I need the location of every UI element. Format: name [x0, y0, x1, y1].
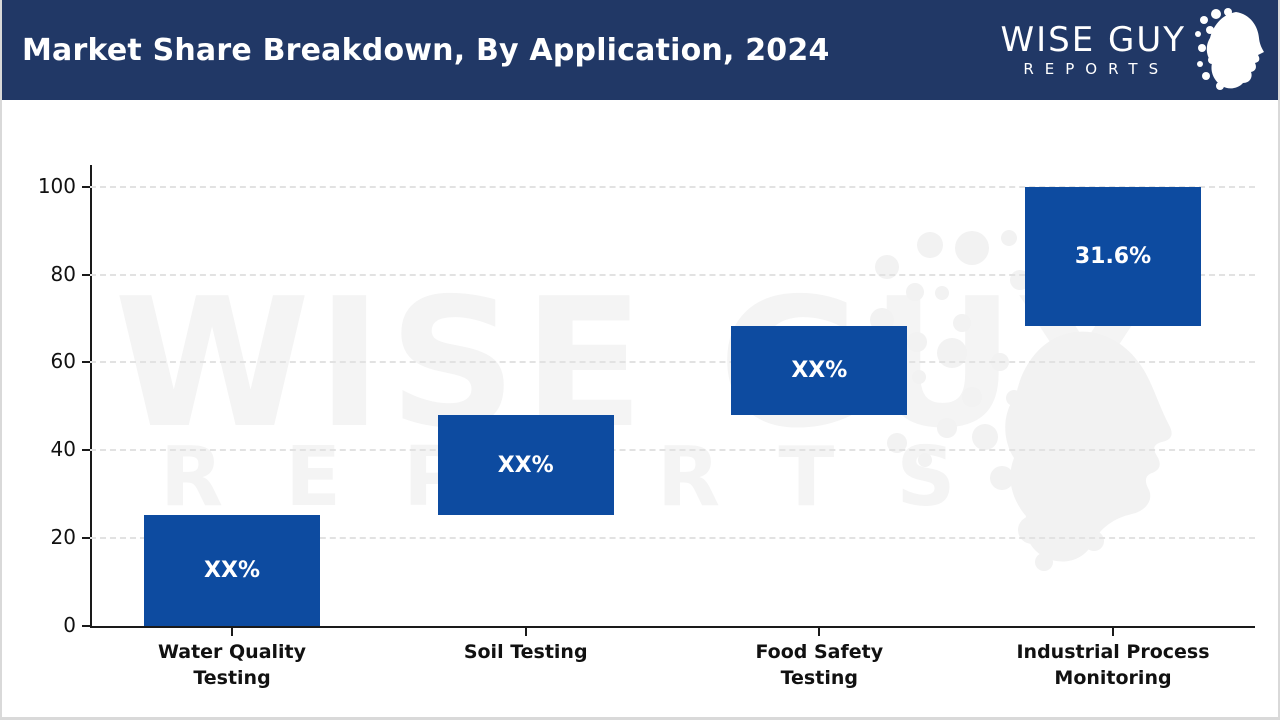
x-category-line: Testing — [780, 666, 858, 689]
logo-face-icon — [1195, 8, 1264, 90]
chart-title: Market Share Breakdown, By Application, … — [22, 32, 830, 68]
x-category-line: Food Safety — [755, 641, 884, 663]
gridline-y-100 — [90, 185, 1255, 188]
x-category-line: Monitoring — [1054, 666, 1172, 689]
bar-3: 31.6% — [1025, 186, 1201, 326]
y-tick-mark-20 — [82, 537, 90, 540]
header-banner: Market Share Breakdown, By Application, … — [2, 0, 1278, 100]
x-tick-mark-2 — [818, 628, 821, 636]
x-category-line: Testing — [193, 666, 271, 689]
y-tick-mark-40 — [82, 449, 90, 452]
x-tick-mark-3 — [1112, 628, 1114, 636]
x-category-label-3: Industrial Process Monitoring — [983, 640, 1243, 691]
x-category-line: Industrial Process — [1016, 641, 1210, 663]
gridline-y-40 — [90, 449, 1255, 452]
bar-2: XX% — [731, 325, 908, 416]
y-tick-label-80: 80 — [50, 261, 76, 286]
x-category-line: Water Quality — [157, 641, 307, 663]
bar-1: XX% — [437, 415, 614, 516]
logo-text: WISE GUY REPORTS — [1000, 23, 1186, 77]
y-tick-label-20: 20 — [50, 525, 76, 550]
y-tick-mark-80 — [82, 273, 90, 276]
y-tick-label-0: 0 — [63, 613, 76, 637]
gridline-y-60 — [90, 361, 1255, 364]
y-tick-mark-60 — [82, 361, 90, 364]
gridline-y-80 — [90, 273, 1255, 276]
y-tick-label-100: 100 — [37, 173, 76, 198]
y-tick-label-40: 40 — [50, 437, 76, 462]
y-axis-line — [90, 165, 92, 628]
x-tick-mark-0 — [231, 628, 233, 636]
logo-subname: REPORTS — [1023, 60, 1170, 78]
wise-guy-logo: WISE GUY REPORTS — [1000, 6, 1268, 94]
x-category-label-2: Food Safety Testing — [689, 640, 949, 691]
bar-value-label-3: 31.6% — [1074, 243, 1152, 269]
watermark-wordmark: WISE GUY — [114, 260, 1156, 467]
gridline-y-20 — [90, 537, 1255, 540]
x-category-label-0: Water Quality Testing — [102, 640, 362, 691]
bar-0: XX% — [144, 515, 320, 626]
x-tick-mark-1 — [524, 628, 527, 636]
y-tick-label-60: 60 — [50, 349, 76, 374]
bar-value-label-2: XX% — [791, 357, 848, 383]
x-category-line: Soil Testing — [463, 641, 588, 663]
y-tick-mark-100 — [82, 185, 90, 188]
logo-name: WISE GUY — [1000, 20, 1186, 60]
x-axis-line — [90, 626, 1255, 628]
bar-value-label-1: XX% — [497, 452, 554, 478]
y-tick-mark-0 — [82, 625, 90, 627]
x-category-label-1: Soil Testing — [396, 640, 656, 666]
bar-value-label-0: XX% — [204, 558, 260, 584]
